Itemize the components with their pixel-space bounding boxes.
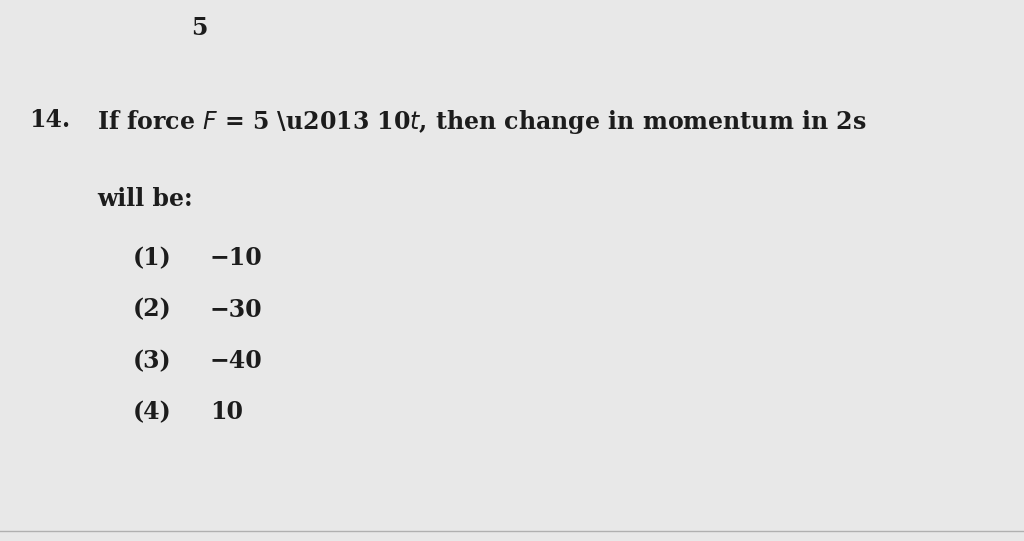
Text: (2): (2) [133, 298, 172, 321]
Text: 5: 5 [191, 16, 208, 40]
Text: (3): (3) [133, 349, 172, 373]
Text: 10: 10 [210, 400, 243, 424]
Text: will be:: will be: [97, 187, 193, 210]
Text: −30: −30 [210, 298, 262, 321]
Text: −40: −40 [210, 349, 263, 373]
Text: If force $\mathbf{\mathit{F}}$ = 5 \u2013 10$\mathbf{\mathit{t}}$, then change i: If force $\mathbf{\mathit{F}}$ = 5 \u201… [97, 108, 866, 136]
Text: −10: −10 [210, 246, 263, 270]
Text: 14.: 14. [29, 108, 70, 132]
Text: (1): (1) [133, 246, 172, 270]
Text: (4): (4) [133, 400, 172, 424]
